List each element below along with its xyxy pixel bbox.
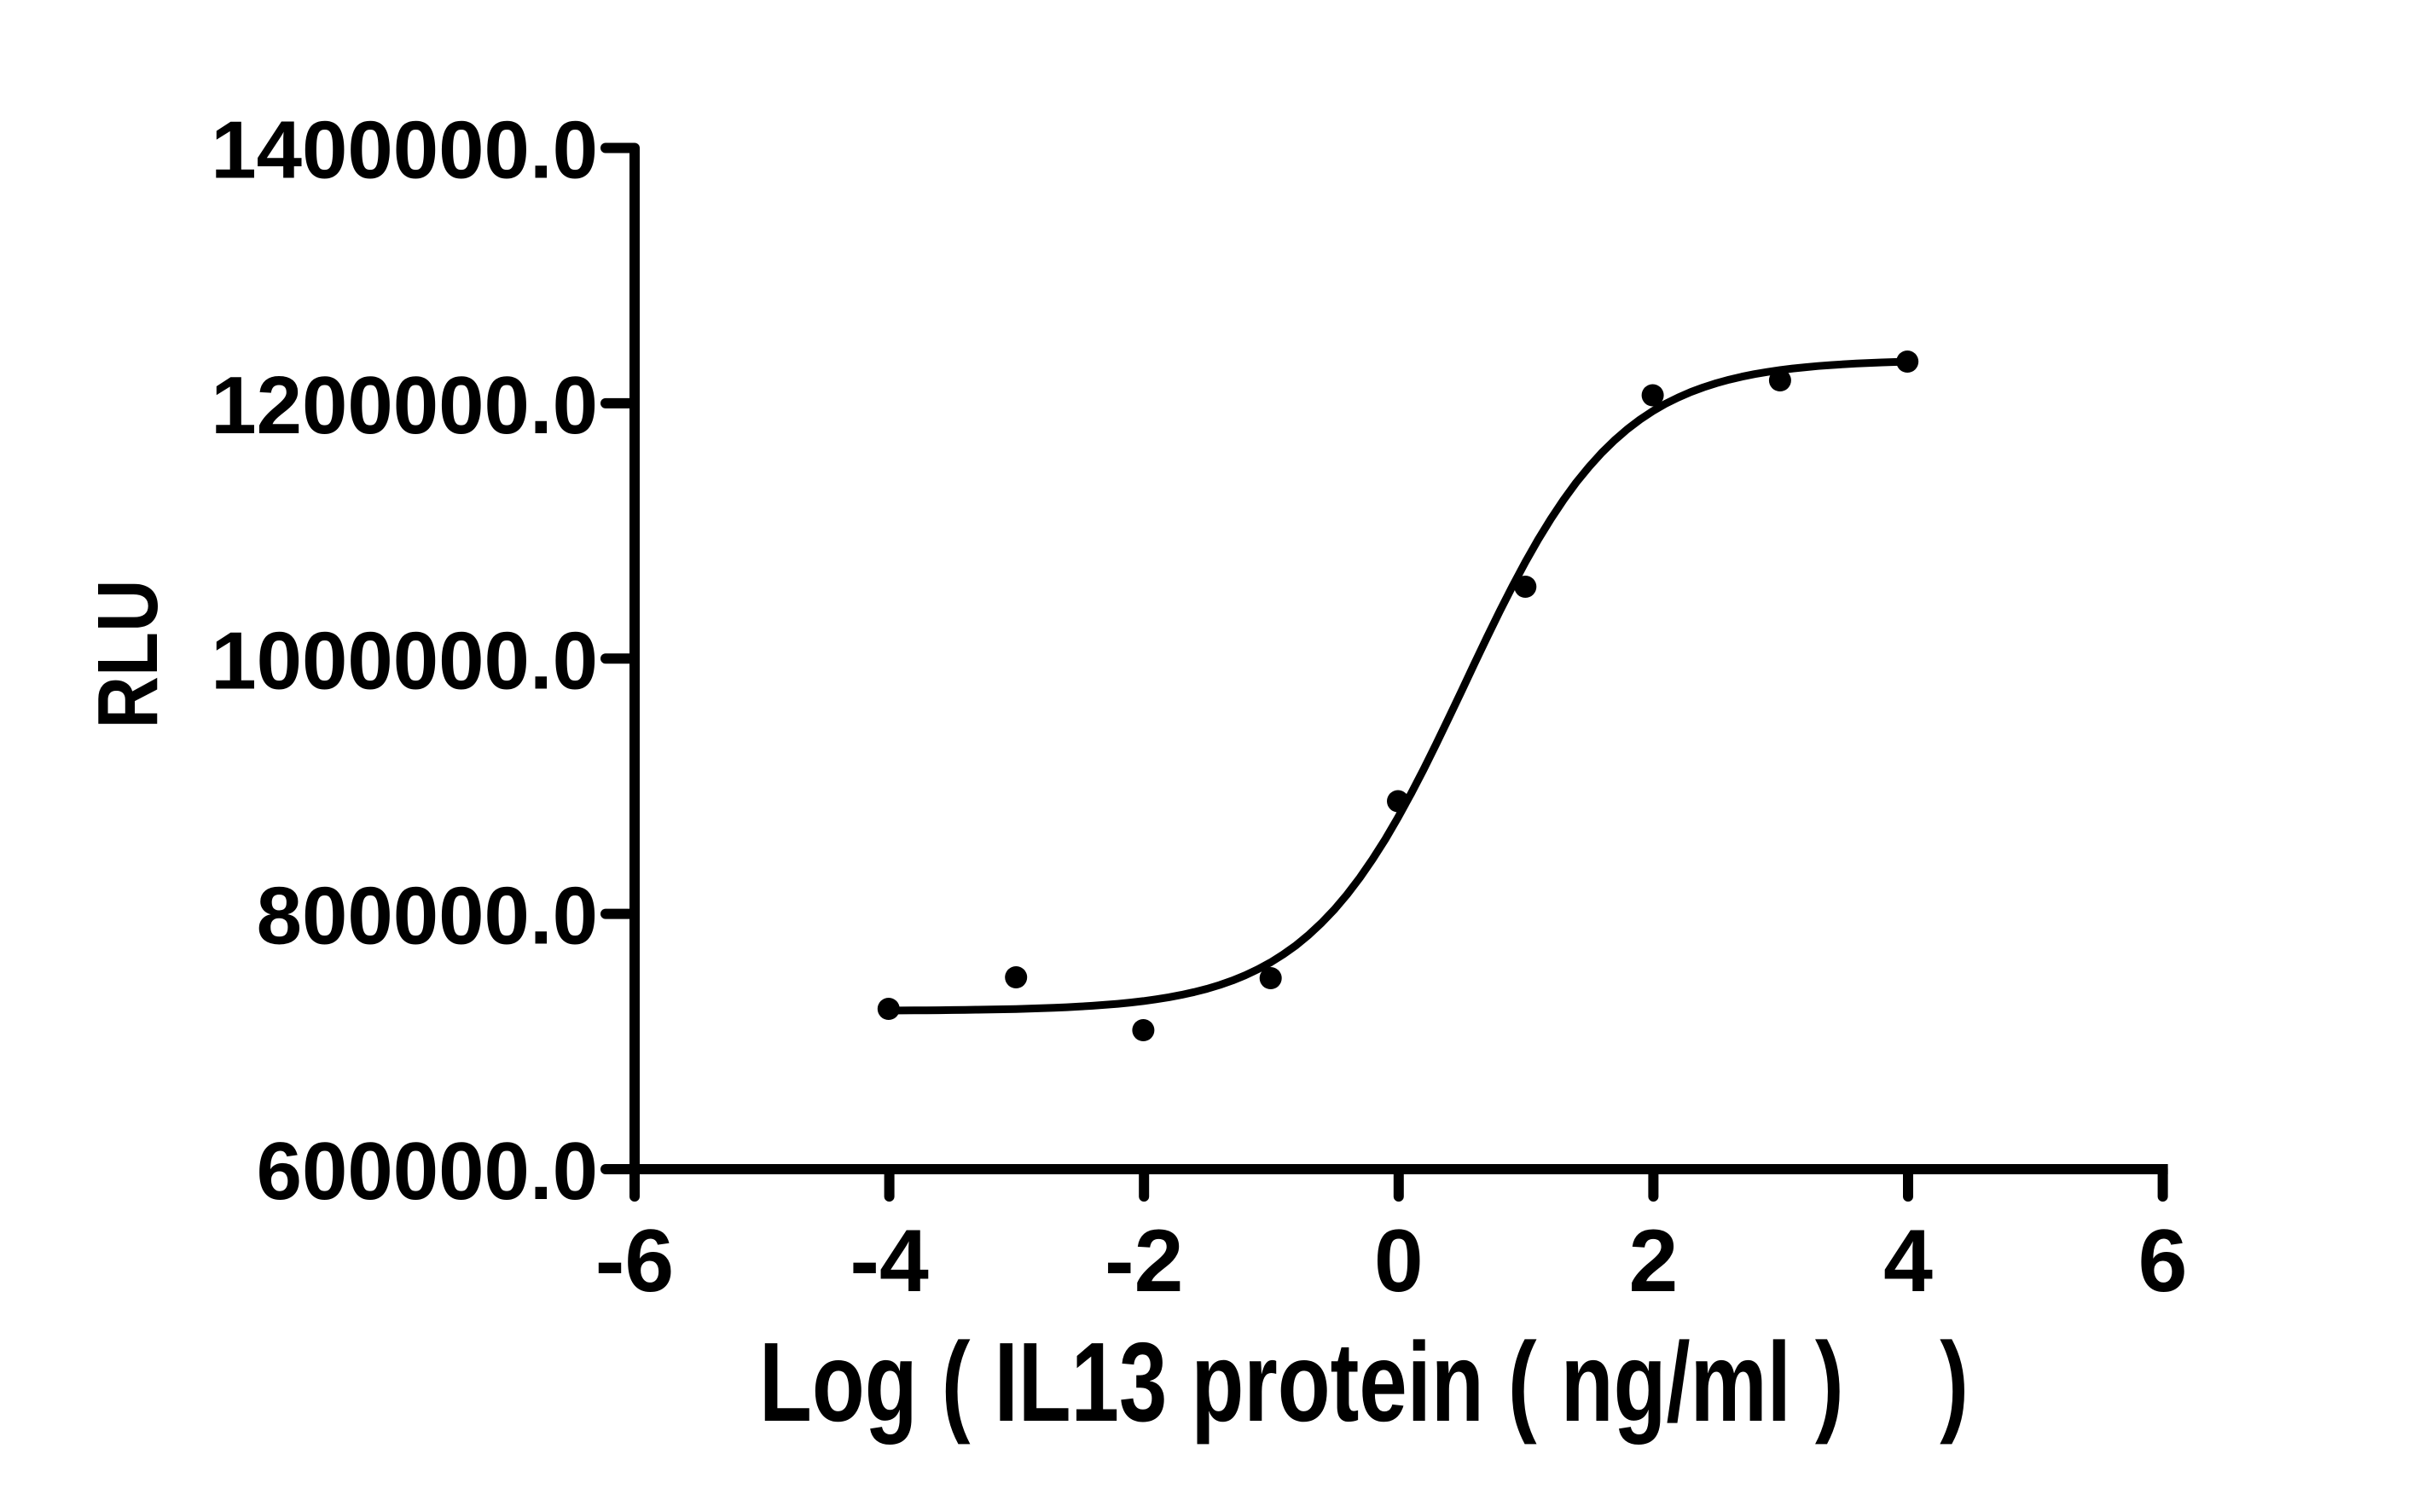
svg-text:600000.0: 600000.0 xyxy=(257,1126,598,1217)
svg-text:1200000.0: 1200000.0 xyxy=(211,360,598,451)
svg-text:1400000.0: 1400000.0 xyxy=(211,105,598,196)
svg-text:1000000.0: 1000000.0 xyxy=(211,615,598,706)
svg-text:-6: -6 xyxy=(595,1212,674,1311)
svg-text:6: 6 xyxy=(2138,1212,2188,1311)
svg-text:2: 2 xyxy=(1628,1212,1678,1311)
svg-text:-2: -2 xyxy=(1105,1212,1183,1311)
svg-text:0: 0 xyxy=(1374,1212,1424,1311)
svg-text:-4: -4 xyxy=(850,1212,929,1311)
svg-text:Log ( IL13 protein ( ng/ml ): Log ( IL13 protein ( ng/ml ) ) xyxy=(759,1319,1969,1445)
svg-text:800000.0: 800000.0 xyxy=(257,871,598,962)
svg-text:RLU: RLU xyxy=(80,580,176,729)
svg-text:4: 4 xyxy=(1883,1212,1933,1311)
